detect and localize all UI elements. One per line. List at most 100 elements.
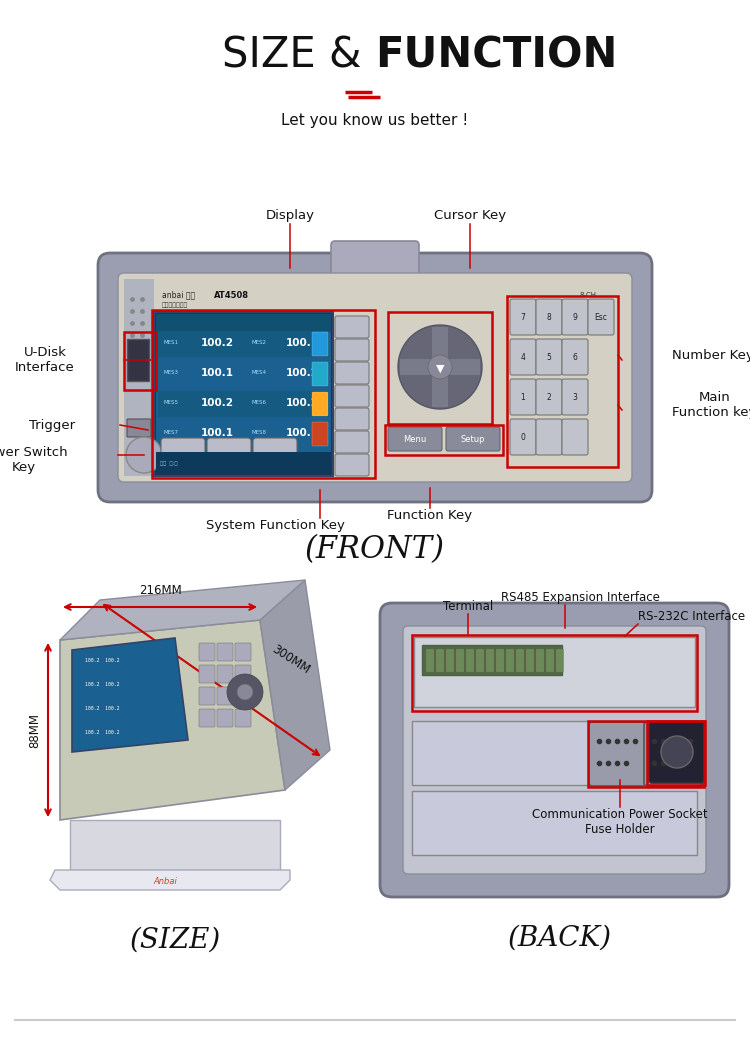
FancyBboxPatch shape (536, 649, 543, 671)
FancyBboxPatch shape (312, 422, 328, 446)
FancyBboxPatch shape (414, 637, 695, 707)
FancyBboxPatch shape (331, 241, 419, 279)
Text: 300MM: 300MM (270, 643, 313, 677)
FancyBboxPatch shape (118, 272, 632, 482)
Text: MES5: MES5 (164, 401, 179, 405)
FancyBboxPatch shape (562, 339, 588, 375)
Circle shape (126, 437, 162, 473)
Text: 100.2  100.2: 100.2 100.2 (85, 658, 119, 663)
FancyBboxPatch shape (436, 649, 443, 671)
Text: 1: 1 (520, 393, 525, 402)
FancyBboxPatch shape (403, 626, 706, 874)
FancyBboxPatch shape (644, 722, 702, 786)
FancyBboxPatch shape (546, 649, 553, 671)
Text: MES3: MES3 (164, 371, 179, 376)
FancyBboxPatch shape (335, 454, 369, 476)
Text: 100.2: 100.2 (286, 398, 319, 408)
FancyBboxPatch shape (335, 408, 369, 430)
Text: Cursor Key: Cursor Key (434, 209, 506, 221)
FancyBboxPatch shape (536, 419, 562, 455)
FancyBboxPatch shape (446, 649, 453, 671)
FancyBboxPatch shape (312, 392, 328, 416)
Text: Display: Display (266, 209, 314, 221)
Polygon shape (70, 820, 280, 870)
FancyBboxPatch shape (506, 649, 513, 671)
Text: 0: 0 (520, 432, 526, 442)
Text: Setup: Setup (460, 434, 485, 444)
FancyBboxPatch shape (380, 603, 729, 897)
Text: MES1: MES1 (164, 340, 179, 346)
Circle shape (237, 684, 253, 699)
FancyBboxPatch shape (426, 649, 433, 671)
FancyBboxPatch shape (526, 649, 533, 671)
FancyBboxPatch shape (510, 299, 536, 335)
Text: 100.1: 100.1 (286, 428, 319, 438)
FancyBboxPatch shape (562, 419, 588, 455)
Text: Anbai: Anbai (153, 878, 177, 886)
Text: MES8: MES8 (251, 430, 266, 435)
Text: 6: 6 (572, 353, 578, 361)
FancyBboxPatch shape (649, 722, 705, 783)
Circle shape (398, 325, 482, 409)
Text: MES6: MES6 (251, 401, 266, 405)
FancyBboxPatch shape (412, 721, 697, 785)
Text: 100.1: 100.1 (201, 367, 234, 378)
Text: 多路温度测试仪: 多路温度测试仪 (162, 302, 188, 308)
FancyBboxPatch shape (536, 339, 562, 375)
Text: 8: 8 (547, 312, 551, 322)
FancyBboxPatch shape (476, 649, 483, 671)
FancyBboxPatch shape (456, 649, 463, 671)
Text: anbai 安柏: anbai 安柏 (162, 290, 195, 300)
FancyBboxPatch shape (127, 339, 149, 381)
FancyBboxPatch shape (158, 392, 329, 417)
FancyBboxPatch shape (556, 649, 563, 671)
Text: ▼: ▼ (436, 364, 444, 374)
Text: RS-232C Interface: RS-232C Interface (638, 610, 745, 623)
Text: 100.2  100.2: 100.2 100.2 (85, 682, 119, 687)
Text: 5: 5 (547, 353, 551, 361)
FancyBboxPatch shape (486, 649, 493, 671)
Text: Function Key: Function Key (388, 508, 472, 522)
FancyBboxPatch shape (510, 419, 536, 455)
FancyBboxPatch shape (412, 791, 697, 855)
Text: System Function Key: System Function Key (206, 519, 344, 531)
Text: Menu: Menu (404, 434, 427, 444)
Text: (FRONT): (FRONT) (305, 535, 445, 566)
Circle shape (227, 674, 263, 710)
FancyBboxPatch shape (124, 279, 154, 476)
FancyBboxPatch shape (536, 379, 562, 416)
FancyBboxPatch shape (199, 665, 215, 683)
FancyBboxPatch shape (388, 427, 442, 451)
FancyBboxPatch shape (466, 649, 473, 671)
FancyBboxPatch shape (217, 709, 233, 727)
FancyBboxPatch shape (496, 649, 503, 671)
Polygon shape (60, 620, 285, 820)
Text: Power Switch
Key: Power Switch Key (0, 446, 68, 474)
FancyBboxPatch shape (510, 339, 536, 375)
FancyBboxPatch shape (335, 431, 369, 453)
FancyBboxPatch shape (516, 649, 523, 671)
FancyBboxPatch shape (589, 722, 647, 786)
FancyBboxPatch shape (400, 359, 436, 375)
FancyBboxPatch shape (422, 645, 562, 675)
Text: FUNCTION: FUNCTION (375, 34, 617, 76)
FancyBboxPatch shape (156, 314, 331, 332)
FancyBboxPatch shape (562, 299, 588, 335)
Polygon shape (60, 580, 305, 640)
Text: AT4508: AT4508 (214, 290, 249, 300)
FancyBboxPatch shape (432, 371, 448, 407)
FancyBboxPatch shape (312, 332, 328, 356)
FancyBboxPatch shape (235, 665, 251, 683)
FancyBboxPatch shape (446, 427, 500, 451)
FancyBboxPatch shape (562, 379, 588, 416)
FancyBboxPatch shape (127, 419, 151, 437)
Text: 100.2: 100.2 (201, 398, 234, 408)
Circle shape (428, 355, 452, 379)
Text: SIZE &: SIZE & (222, 34, 375, 76)
FancyBboxPatch shape (207, 438, 251, 472)
Text: 2: 2 (547, 393, 551, 402)
FancyBboxPatch shape (199, 709, 215, 727)
Polygon shape (72, 638, 188, 752)
FancyBboxPatch shape (536, 299, 562, 335)
Text: 7: 7 (520, 312, 526, 322)
